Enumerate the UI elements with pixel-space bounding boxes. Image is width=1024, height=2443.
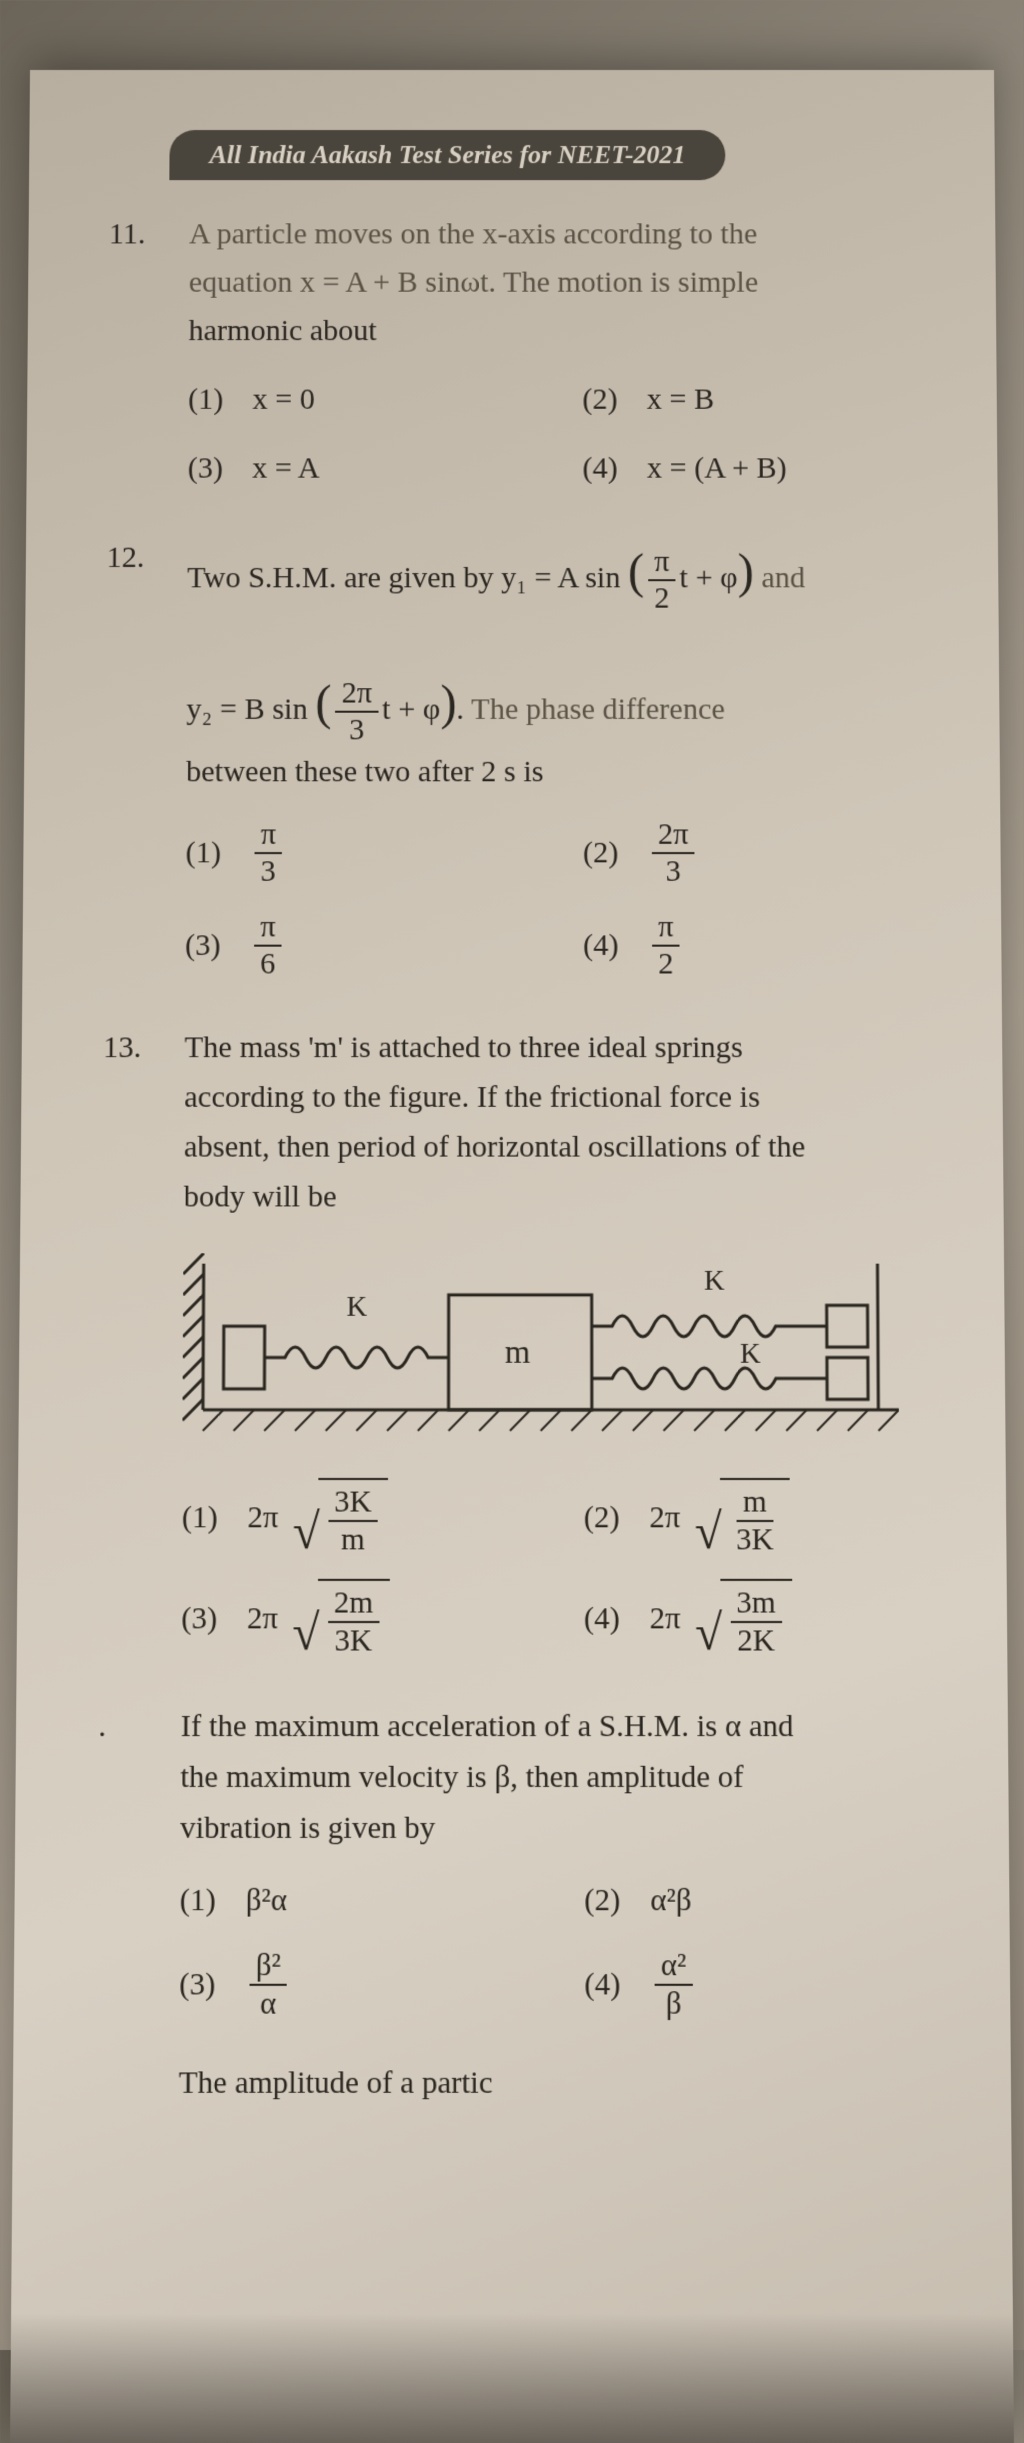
q11-text: A particle moves on the x-axis according… bbox=[188, 210, 936, 355]
q13-line1: The mass 'm' is attached to three ideal … bbox=[184, 1030, 743, 1064]
fig-m: m bbox=[505, 1333, 531, 1371]
q11-line3: harmonic about bbox=[188, 314, 376, 347]
q11-opt3[interactable]: (3)x = A bbox=[188, 444, 543, 493]
partial-next-question: The amplitude of a partic bbox=[179, 2065, 949, 2101]
q12-opt2[interactable]: (2)2π3 bbox=[583, 817, 940, 889]
q14-opt1[interactable]: (1)β²α bbox=[180, 1875, 543, 1926]
fig-k-left: K bbox=[346, 1291, 367, 1323]
q14-opt2[interactable]: (2)α²β bbox=[584, 1875, 947, 1926]
worksheet-page: All India Aakash Test Series for NEET-20… bbox=[10, 70, 1014, 2443]
q12-line2: The phase difference bbox=[471, 692, 725, 726]
bottom-shadow bbox=[10, 2313, 1014, 2443]
q14-line3: vibration is given by bbox=[180, 1811, 435, 1846]
q13-line2: according to the figure. If the friction… bbox=[184, 1080, 760, 1114]
q14-number: . bbox=[97, 1701, 160, 1854]
fig-k-bottom: K bbox=[740, 1338, 761, 1370]
question-12: 12. Two S.H.M. are given by y₁ = A sin (… bbox=[104, 533, 941, 982]
q12-y1: y₁ = A sin (π2t + φ) bbox=[501, 561, 761, 595]
q11-line2: equation x = A + B sinωt. The motion is … bbox=[189, 266, 758, 299]
q14-text: If the maximum acceleration of a S.H.M. … bbox=[180, 1701, 947, 1854]
question-11: 11. A particle moves on the x-axis accor… bbox=[107, 210, 937, 493]
q13-opt3[interactable]: (3)2π2m3K bbox=[181, 1579, 543, 1659]
q13-spring-figure: K m K K bbox=[182, 1253, 899, 1457]
q13-text: The mass 'm' is attached to three ideal … bbox=[184, 1023, 943, 1222]
q11-opt1[interactable]: (1)x = 0 bbox=[188, 375, 542, 424]
q11-options: (1)x = 0 (2)x = B (3)x = A (4)x = (A + B… bbox=[188, 375, 937, 492]
q14-line1: If the maximum acceleration of a S.H.M. … bbox=[181, 1709, 794, 1744]
fig-k-top: K bbox=[704, 1265, 725, 1297]
q11-opt2[interactable]: (2)x = B bbox=[582, 375, 936, 424]
q12-y2: y₂ = B sin (2π3t + φ). bbox=[186, 692, 471, 726]
question-13: 13. The mass 'm' is attached to three id… bbox=[99, 1023, 946, 1659]
q12-text: Two S.H.M. are given by y₁ = A sin (π2t … bbox=[186, 533, 939, 796]
q14-opt3[interactable]: (3)β²α bbox=[179, 1948, 543, 2023]
q12-opt1[interactable]: (1)π3 bbox=[185, 817, 542, 889]
q13-options: (1)2π3Km (2)2πm3K (3)2π2m3K (4)2π3m2K bbox=[181, 1478, 946, 1659]
q11-opt4[interactable]: (4)x = (A + B) bbox=[582, 444, 937, 493]
q12-options: (1)π3 (2)2π3 (3)π6 (4)π2 bbox=[185, 817, 941, 982]
q14-options: (1)β²α (2)α²β (3)β²α (4)α²β bbox=[179, 1875, 948, 2022]
q12-line1b: and bbox=[761, 561, 805, 595]
q12-line1a: Two S.H.M. are given by bbox=[187, 561, 501, 595]
series-banner: All India Aakash Test Series for NEET-20… bbox=[169, 130, 725, 180]
q11-number: 11. bbox=[108, 210, 169, 355]
q13-opt2[interactable]: (2)2πm3K bbox=[584, 1478, 945, 1558]
q12-line3: between these two after 2 s is bbox=[186, 755, 544, 789]
q13-opt1[interactable]: (1)2π3Km bbox=[182, 1478, 543, 1558]
q12-number: 12. bbox=[105, 533, 167, 796]
q13-opt4[interactable]: (4)2π3m2K bbox=[584, 1579, 946, 1659]
q11-line1: A particle moves on the x-axis according… bbox=[189, 217, 757, 250]
q12-opt3[interactable]: (3)π6 bbox=[185, 910, 543, 982]
q14-line2: the maximum velocity is β, then amplitud… bbox=[180, 1760, 743, 1795]
q14-opt4[interactable]: (4)α²β bbox=[584, 1948, 948, 2023]
q13-line4: body will be bbox=[184, 1180, 337, 1214]
q12-opt4[interactable]: (4)π2 bbox=[583, 910, 941, 982]
question-14: . If the maximum acceleration of a S.H.M… bbox=[96, 1701, 948, 2022]
q13-number: 13. bbox=[102, 1023, 164, 1222]
q13-line3: absent, then period of horizontal oscill… bbox=[184, 1130, 805, 1164]
